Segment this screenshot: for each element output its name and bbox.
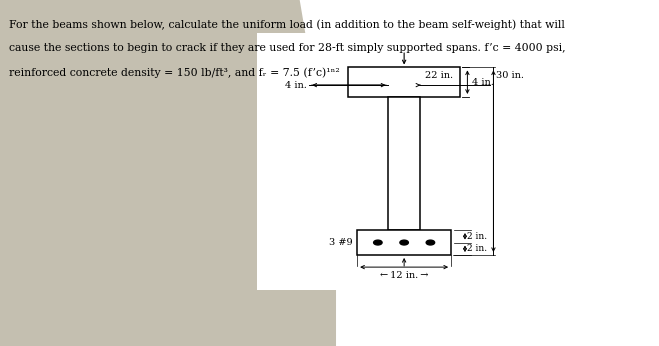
Bar: [348, 67, 460, 97]
Polygon shape: [0, 0, 336, 346]
Circle shape: [426, 240, 435, 245]
Text: 4 in.: 4 in.: [285, 81, 307, 90]
Bar: [357, 230, 451, 255]
Text: reinforced concrete density = 150 lb/ft³, and fᵣ = 7.5 (f’c)¹ⁿ²: reinforced concrete density = 150 lb/ft³…: [9, 67, 340, 78]
Circle shape: [374, 240, 382, 245]
Text: For the beams shown below, calculate the uniform load (in addition to the beam s: For the beams shown below, calculate the…: [9, 19, 565, 30]
Bar: [388, 97, 420, 230]
Text: 2 in.: 2 in.: [467, 232, 488, 241]
Text: 22 in.: 22 in.: [424, 71, 453, 80]
Bar: [257, 33, 581, 290]
Text: 4 in.: 4 in.: [472, 78, 494, 87]
Text: 30 in.: 30 in.: [496, 71, 525, 80]
Text: 3 #9: 3 #9: [329, 238, 353, 247]
Circle shape: [400, 240, 409, 245]
Text: 2 in.: 2 in.: [467, 244, 488, 253]
Text: ← 12 in. →: ← 12 in. →: [380, 271, 428, 280]
Text: cause the sections to begin to crack if they are used for 28-ft simply supported: cause the sections to begin to crack if …: [9, 43, 565, 53]
